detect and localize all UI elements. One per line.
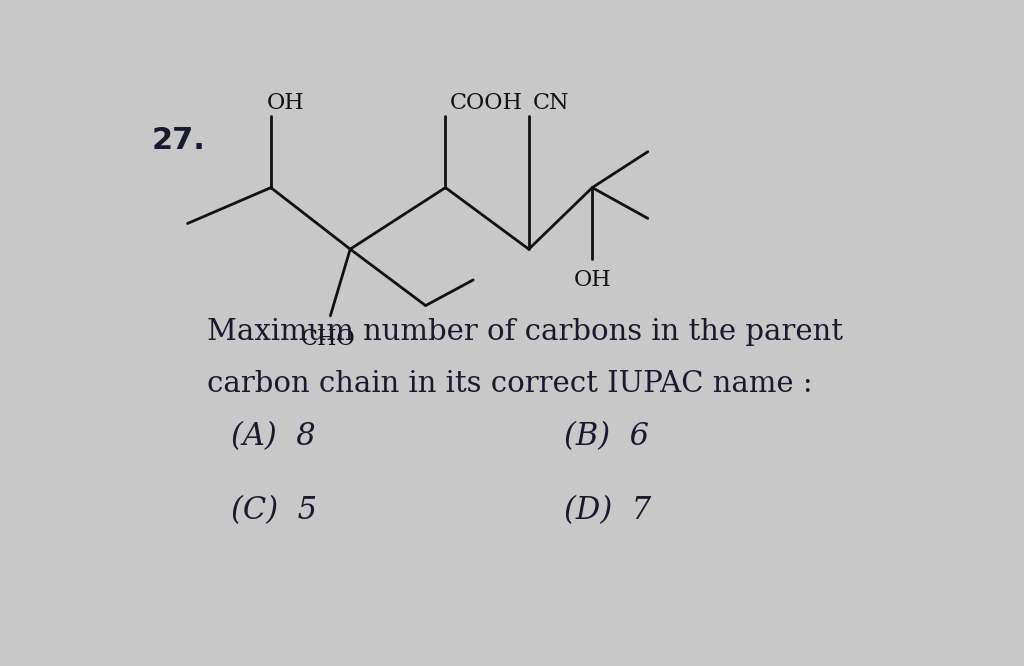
Text: CHO: CHO: [301, 328, 355, 350]
Text: (C)  5: (C) 5: [231, 496, 317, 526]
Text: Maximum number of carbons in the parent: Maximum number of carbons in the parent: [207, 318, 844, 346]
Text: (D)  7: (D) 7: [564, 496, 651, 526]
Text: CN: CN: [532, 92, 569, 114]
Text: OH: OH: [574, 269, 611, 291]
Text: 27.: 27.: [152, 126, 206, 155]
Text: OH: OH: [267, 92, 304, 114]
Text: (B)  6: (B) 6: [564, 421, 649, 452]
Text: carbon chain in its correct IUPAC name :: carbon chain in its correct IUPAC name :: [207, 370, 813, 398]
Text: COOH: COOH: [450, 92, 522, 114]
Text: (A)  8: (A) 8: [231, 421, 315, 452]
